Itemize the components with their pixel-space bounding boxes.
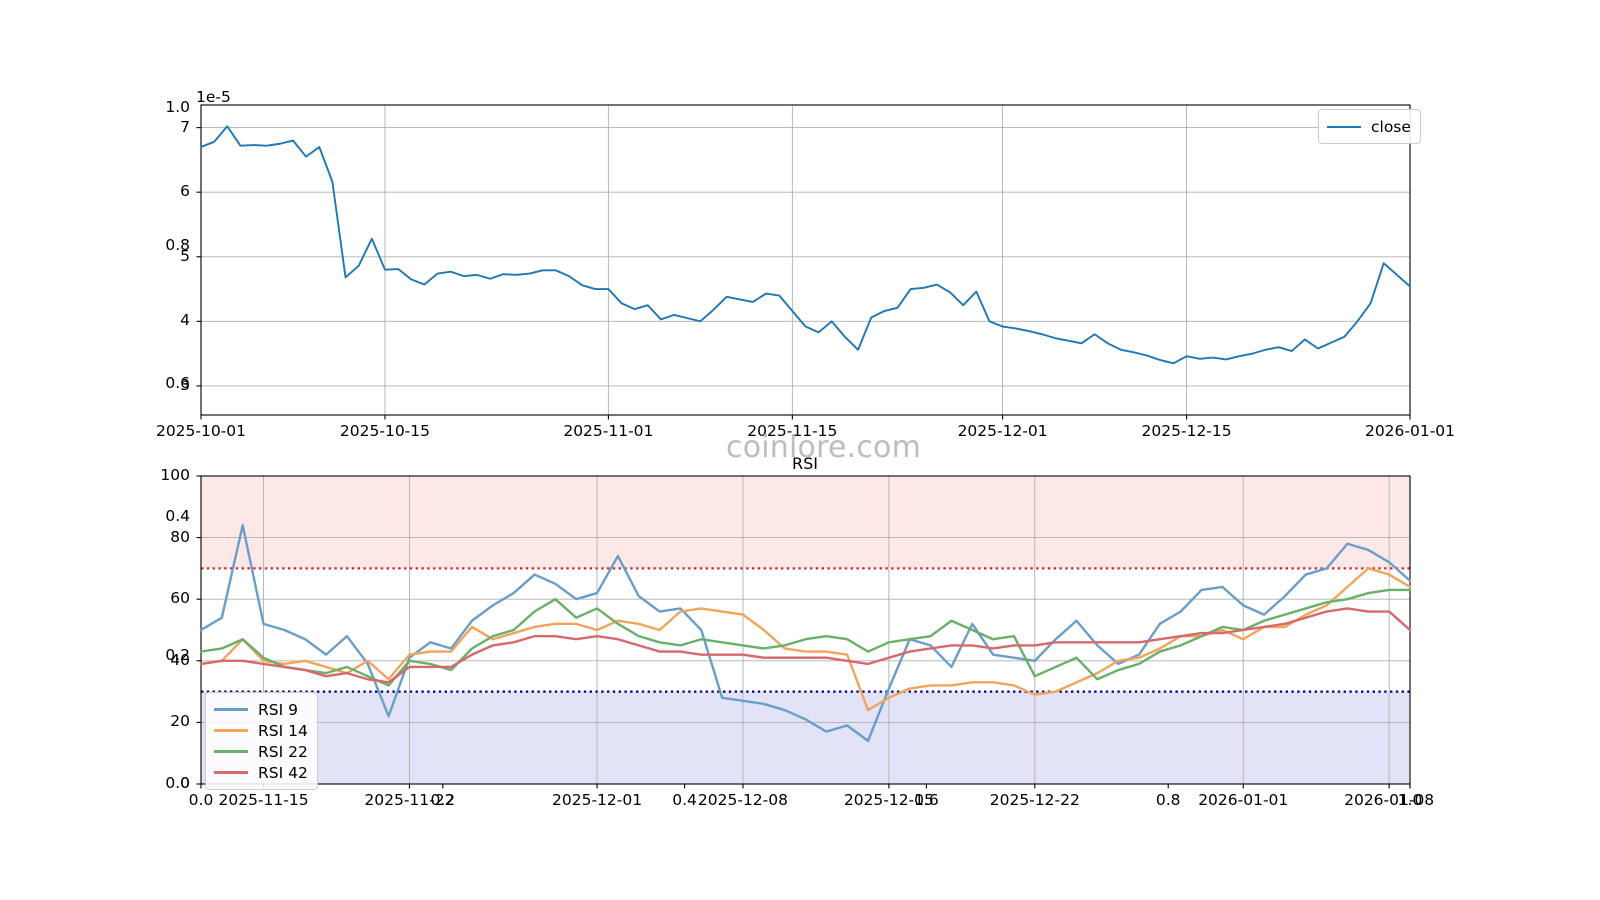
rsi-x-tick: 2025-12-01 — [552, 791, 643, 809]
price-y-tick-overlay: 1.0 — [165, 98, 190, 116]
rsi-y-tick: 60 — [170, 589, 190, 608]
rsi-x-tick-overlay: 0.6 — [914, 791, 939, 809]
coinlore-watermark: coinlore.com — [726, 430, 922, 465]
rsi-legend-item[interactable]: RSI 42 — [214, 762, 308, 783]
rsi-x-tick-overlay: 0.4 — [672, 791, 697, 809]
rsi-x-tick: 2026-01-08 — [1344, 791, 1435, 809]
price-legend-label: close — [1371, 117, 1411, 136]
rsi-panel-title: RSI — [792, 454, 818, 473]
rsi-tick-marks — [196, 475, 1411, 789]
price-plot-background — [201, 105, 1410, 415]
legend-swatch-close — [1327, 125, 1361, 128]
price-y-tick: 4 — [180, 311, 190, 330]
rsi-y-tick: 80 — [170, 527, 190, 546]
legend-swatch-rsi-9 — [214, 708, 248, 711]
price-x-tick: 2025-11-15 — [747, 422, 838, 440]
legend-swatch-rsi-22 — [214, 750, 248, 753]
rsi-legend-item[interactable]: RSI 14 — [214, 720, 308, 741]
price-panel — [196, 104, 1411, 420]
rsi-y-tick: 0 — [180, 774, 190, 792]
rsi-x-tick: 2025-12-15 — [843, 791, 934, 809]
rsi-legend-label: RSI 42 — [258, 763, 308, 782]
rsi-x-tick: 2025-12-22 — [989, 791, 1080, 809]
price-x-tick: 2025-11-01 — [563, 422, 654, 440]
price-y-tick: 5 — [180, 246, 190, 265]
price-y-tick-overlay: 0.6 — [165, 374, 190, 392]
price-y-tick: 7 — [180, 117, 190, 136]
price-legend-item[interactable]: close — [1327, 116, 1411, 137]
rsi-x-tick: 2025-11-15 — [218, 791, 309, 809]
oversold-band — [201, 691, 1410, 784]
rsi-legend-label: RSI 22 — [258, 742, 308, 761]
price-x-tick: 2025-10-01 — [155, 422, 247, 440]
rsi-series-group — [199, 524, 1412, 743]
price-gridlines — [200, 105, 1411, 415]
rsi-x-tick: 2026-01-01 — [1198, 791, 1289, 809]
price-tick-marks — [196, 127, 1411, 420]
rsi-series-line — [199, 607, 1412, 684]
rsi-panel — [196, 475, 1412, 789]
price-x-tick: 2026-01-01 — [1364, 422, 1456, 440]
rsi-y-tick: 100 — [160, 466, 190, 484]
rsi-legend-label: RSI 14 — [258, 721, 308, 740]
rsi-series-line — [199, 524, 1412, 743]
overbought-band — [201, 476, 1410, 569]
price-legend[interactable]: close — [1318, 109, 1421, 144]
rsi-x-tick: 2025-11-22 — [364, 791, 455, 809]
rsi-x-tick-overlay: 0.0 — [188, 791, 214, 809]
rsi-x-tick-overlay: 0.8 — [1155, 791, 1181, 809]
rsi-x-tick-overlay: 1.0 — [1397, 791, 1423, 809]
price-y-tick: 3 — [180, 375, 190, 394]
price-axes-frame — [200, 104, 1411, 416]
legend-swatch-rsi-14 — [214, 729, 248, 732]
price-y-tick: 6 — [180, 182, 190, 201]
rsi-legend-label: RSI 9 — [258, 700, 298, 719]
rsi-y-tick-overlay: 0.2 — [165, 646, 190, 664]
rsi-x-tick: 2025-12-08 — [697, 791, 788, 809]
price-x-tick: 2025-10-15 — [339, 422, 431, 440]
rsi-y-tick-overlay: 0.4 — [165, 507, 190, 525]
rsi-y-tick: 20 — [170, 712, 190, 731]
price-x-tick: 2025-12-01 — [957, 422, 1048, 440]
rsi-x-tick-overlay: 0.2 — [430, 791, 456, 809]
rsi-legend-item[interactable]: RSI 9 — [214, 699, 308, 720]
price-y-tick-overlay: 0.8 — [165, 236, 190, 254]
price-x-tick: 2025-12-15 — [1141, 422, 1232, 440]
close-price-line — [200, 125, 1411, 365]
price-y-offset-text: 1e-5 — [196, 88, 231, 106]
rsi-legend[interactable]: RSI 9 RSI 14 RSI 22 RSI 42 — [205, 692, 318, 790]
rsi-y-tick: 40 — [170, 650, 190, 669]
rsi-y-tick-overlay: 0.0 — [165, 774, 190, 792]
legend-swatch-rsi-42 — [214, 771, 248, 774]
rsi-legend-item[interactable]: RSI 22 — [214, 741, 308, 762]
